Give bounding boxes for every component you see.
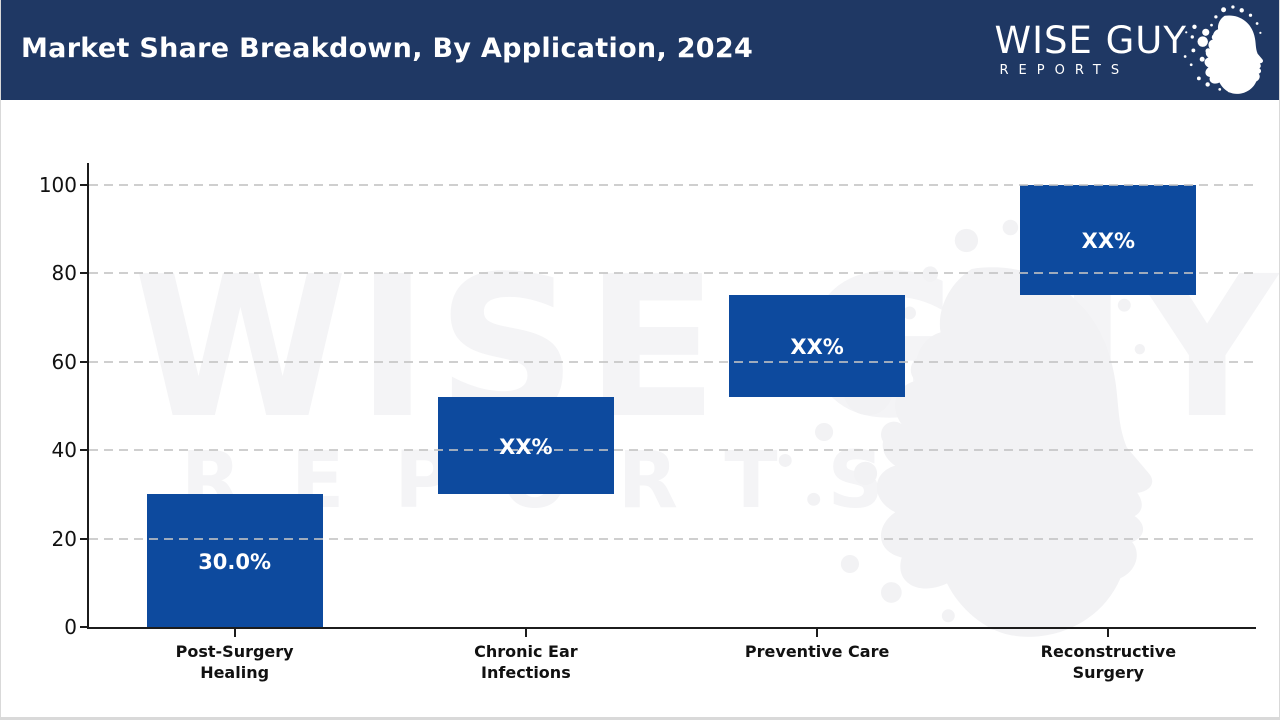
bar-value-label: XX% xyxy=(790,335,844,360)
bar-value-label: 30.0% xyxy=(198,549,272,574)
y-tick xyxy=(80,537,87,540)
logo-face-icon xyxy=(1183,5,1264,94)
x-tick xyxy=(524,629,527,637)
gridline xyxy=(89,537,1254,540)
y-tick xyxy=(80,183,87,186)
y-tick-label: 100 xyxy=(38,172,77,197)
gridline xyxy=(89,272,1254,275)
bar-value-label: XX% xyxy=(1081,229,1136,254)
x-tick xyxy=(816,629,819,637)
chart-bar xyxy=(1020,184,1197,296)
plot-area: 30.0% Post-Surgery Healing XX% Chronic Ear … xyxy=(80,163,1256,682)
y-tick xyxy=(80,449,87,452)
header: Market Share Breakdown, By Application, … xyxy=(1,0,1279,100)
x-category-label: Preventive Care xyxy=(744,642,890,661)
gridline xyxy=(89,449,1254,452)
x-axis-spine xyxy=(87,627,1256,629)
y-tick-label: 20 xyxy=(51,526,77,551)
wiseguy-logo: WISE GUY REPORTS xyxy=(995,4,1267,96)
y-tick-label: 0 xyxy=(64,615,77,639)
y-tick-label: 80 xyxy=(51,261,77,286)
logo-subtitle: REPORTS xyxy=(999,63,1130,78)
y-tick xyxy=(80,626,87,628)
chart-bar xyxy=(146,494,323,627)
chart-bar xyxy=(437,397,614,495)
y-tick-label: 60 xyxy=(51,349,77,374)
bar-value-label: XX% xyxy=(499,434,553,459)
x-category-label: Post-Surgery Healing xyxy=(175,642,294,682)
x-tick xyxy=(1107,629,1110,637)
y-tick-label: 40 xyxy=(51,438,77,463)
y-axis-spine xyxy=(87,163,89,627)
gridline xyxy=(89,360,1254,363)
gridline xyxy=(89,183,1254,186)
y-tick xyxy=(80,360,87,363)
x-category-label: Chronic Ear Infections xyxy=(474,642,578,682)
logo-wordmark: WISE GUY xyxy=(994,19,1187,62)
x-category-label: Reconstructive Surgery xyxy=(1040,642,1177,682)
page-title: Market Share Breakdown, By Application, … xyxy=(21,32,754,64)
y-axis: 0 20 40 60 80 100 xyxy=(1,165,77,639)
x-tick xyxy=(233,629,236,637)
logo-text: WISE GUY REPORTS xyxy=(995,22,1187,78)
y-tick xyxy=(80,272,87,275)
chart-bar xyxy=(729,295,906,398)
